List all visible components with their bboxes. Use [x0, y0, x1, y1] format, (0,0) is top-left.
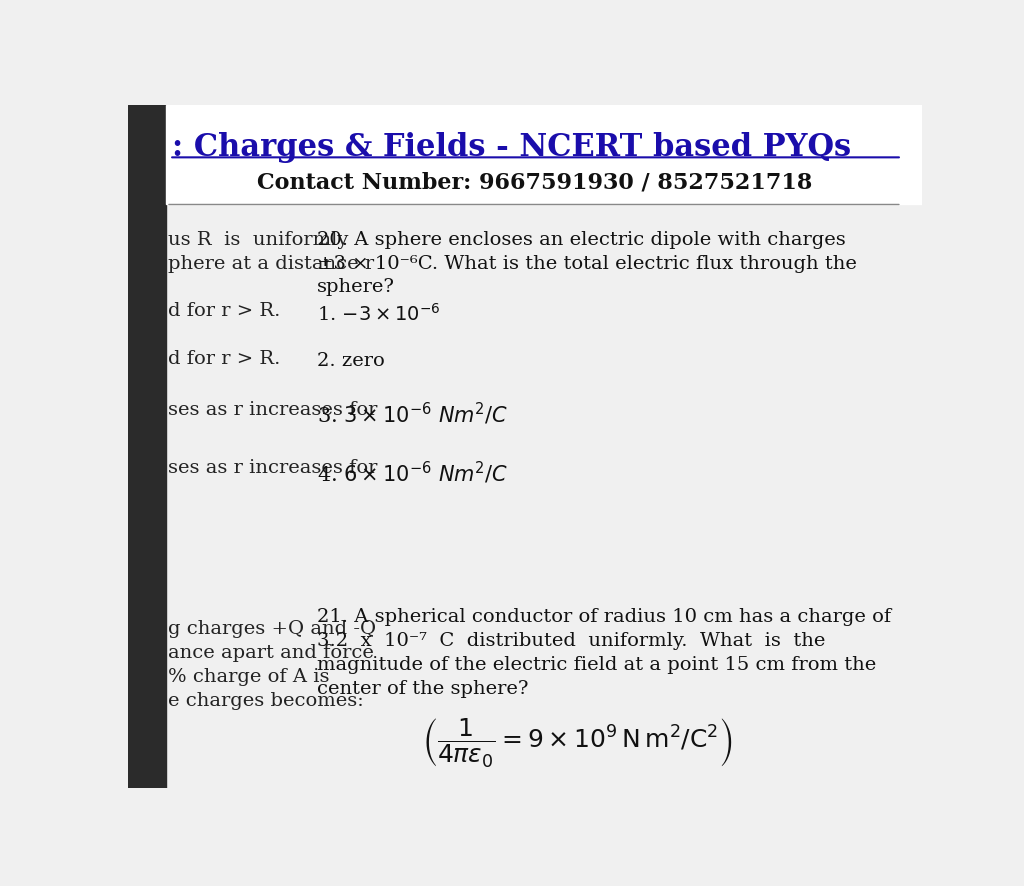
Text: ses as r increases for: ses as r increases for [168, 459, 377, 477]
Bar [128, 106, 166, 789]
Text: d for r > R.: d for r > R. [168, 302, 280, 320]
Text: 4. $6\times10^{-6}$ $Nm^2/C$: 4. $6\times10^{-6}$ $Nm^2/C$ [316, 460, 508, 486]
Text: $\left(\dfrac{1}{4\pi\epsilon_0} = 9 \times 10^9 \, \mathrm{N\,m^2/C^2}\right)$: $\left(\dfrac{1}{4\pi\epsilon_0} = 9 \ti… [422, 716, 732, 769]
Text: center of the sphere?: center of the sphere? [316, 680, 528, 697]
Text: ses as r increases for: ses as r increases for [168, 401, 377, 419]
Text: 3. $3\times10^{-6}$ $Nm^2/C$: 3. $3\times10^{-6}$ $Nm^2/C$ [316, 400, 508, 426]
Text: sphere?: sphere? [316, 278, 395, 296]
Text: ±3 × 10⁻⁶C. What is the total electric flux through the: ±3 × 10⁻⁶C. What is the total electric f… [316, 254, 857, 272]
Text: Contact Number: 9667591930 / 8527521718: Contact Number: 9667591930 / 8527521718 [257, 172, 812, 194]
Text: g charges +Q and -Q: g charges +Q and -Q [168, 619, 376, 637]
Text: us R  is  uniformly: us R is uniformly [168, 230, 348, 248]
Text: 2. zero: 2. zero [316, 351, 385, 369]
Text: % charge of A is: % charge of A is [168, 667, 329, 685]
Text: e charges becomes:: e charges becomes: [168, 691, 364, 709]
Text: phere at a distance r: phere at a distance r [168, 254, 374, 272]
Text: ance apart and force: ance apart and force [168, 643, 374, 661]
Text: 3.2  x  10⁻⁷  C  distributed  uniformly.  What  is  the: 3.2 x 10⁻⁷ C distributed uniformly. What… [316, 632, 825, 649]
Text: magnitude of the electric field at a point 15 cm from the: magnitude of the electric field at a poi… [316, 656, 877, 673]
Text: 20. A sphere encloses an electric dipole with charges: 20. A sphere encloses an electric dipole… [316, 230, 846, 248]
Bar [166, 106, 922, 206]
Text: : Charges & Fields - NCERT based PYQs: : Charges & Fields - NCERT based PYQs [172, 132, 851, 163]
Text: 1. $-3\times10^{-6}$: 1. $-3\times10^{-6}$ [316, 302, 440, 324]
Text: 21. A spherical conductor of radius 10 cm has a charge of: 21. A spherical conductor of radius 10 c… [316, 608, 891, 626]
Text: d for r > R.: d for r > R. [168, 350, 280, 368]
